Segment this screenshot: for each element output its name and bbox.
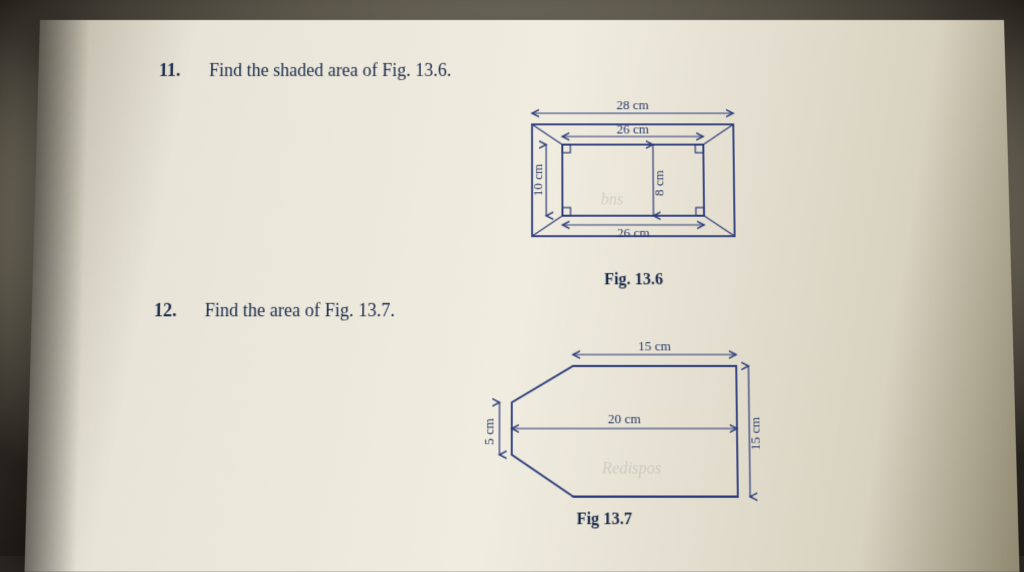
problem-12-number: 12.	[154, 300, 205, 322]
inner-rect	[562, 145, 704, 216]
diag-tl	[532, 124, 562, 144]
dim-top: 15 cm	[638, 338, 671, 354]
figure-13-6: 28 cm 26 cm 26 cm 10 cm 8 cm	[337, 89, 930, 289]
dim-left2: 5 cm	[481, 418, 496, 445]
dim-outer-top: 28 cm	[616, 97, 648, 112]
dim-right: 15 cm	[747, 417, 763, 451]
sq-bl	[562, 208, 570, 216]
diag-bl	[532, 216, 562, 236]
figure-13-7-svg: 15 cm 20 cm 5 cm 15 cm	[419, 330, 789, 508]
page-curl-shadow	[24, 20, 90, 572]
dim-left: 10 cm	[530, 164, 545, 197]
figure-13-7-caption: Fig 13.7	[273, 510, 936, 529]
textbook-page: 11. Find the shaded area of Fig. 13.6.	[24, 20, 1019, 572]
dim-mid: 20 cm	[608, 411, 641, 427]
sq-br	[696, 208, 704, 216]
photo-background: 11. Find the shaded area of Fig. 13.6.	[0, 0, 1024, 556]
sq-tl	[562, 145, 570, 153]
problem-12: 12. Find the area of Fig. 13.7.	[154, 300, 931, 322]
sq-tr	[695, 145, 703, 153]
problem-11: 11. Find the shaded area of Fig. 13.6.	[159, 60, 926, 81]
problem-11-text: Find the shaded area of Fig. 13.6.	[209, 60, 451, 81]
fig137-outline	[512, 366, 738, 497]
figure-13-6-caption: Fig. 13.6	[337, 271, 930, 290]
problem-11-number: 11.	[159, 60, 210, 81]
dim-inner-top: 26 cm	[617, 121, 649, 136]
dim-inner-h: 8 cm	[651, 170, 666, 196]
figure-13-6-svg: 28 cm 26 cm 26 cm 10 cm 8 cm	[481, 89, 785, 262]
problem-12-text: Find the area of Fig. 13.7.	[205, 300, 395, 322]
dim-inner-bottom: 26 cm	[617, 225, 650, 240]
diag-br	[704, 216, 735, 236]
figure-13-7: 15 cm 20 cm 5 cm 15 cm Fig 13.7	[273, 330, 936, 530]
diag-tr	[703, 124, 733, 144]
